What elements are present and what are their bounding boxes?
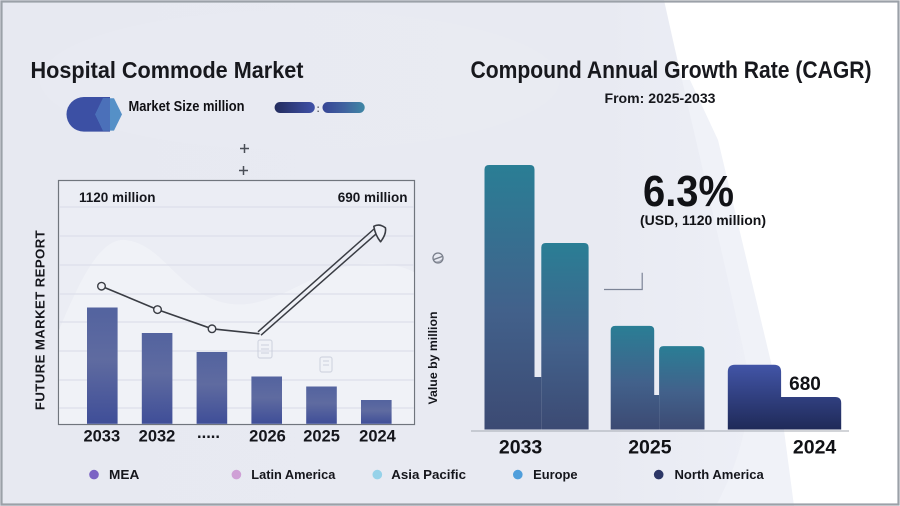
svg-text:(USD, 1120 million): (USD, 1120 million) xyxy=(640,212,766,228)
svg-text:6.3%: 6.3% xyxy=(643,167,734,216)
svg-text:2033: 2033 xyxy=(499,437,543,459)
svg-text:Value by million: Value by million xyxy=(426,312,440,405)
svg-text:2025: 2025 xyxy=(628,437,672,459)
svg-text:2026: 2026 xyxy=(249,428,286,446)
svg-text:FUTURE MARKET REPORT: FUTURE MARKET REPORT xyxy=(33,230,48,410)
svg-text:.....: ..... xyxy=(197,424,220,442)
svg-text:Market Size million: Market Size million xyxy=(129,99,245,115)
svg-text:From: 2025-2033: From: 2025-2033 xyxy=(605,90,716,106)
svg-text:690 million: 690 million xyxy=(338,190,408,205)
svg-text:Compound Annual Growth Rate (C: Compound Annual Growth Rate (CAGR) xyxy=(471,57,872,84)
svg-text:North America: North America xyxy=(675,468,765,482)
svg-text:2025: 2025 xyxy=(303,428,340,446)
svg-text:2033: 2033 xyxy=(83,428,120,446)
svg-text:1120 million: 1120 million xyxy=(79,190,156,205)
svg-text:Asia Pacific: Asia Pacific xyxy=(391,468,466,482)
svg-text:2024: 2024 xyxy=(793,437,837,459)
svg-text:Latin America: Latin America xyxy=(251,468,336,482)
svg-text:Europe: Europe xyxy=(533,468,577,482)
svg-text:2032: 2032 xyxy=(139,428,176,446)
svg-text:680: 680 xyxy=(789,374,821,395)
svg-text:Hospital Commode Market: Hospital Commode Market xyxy=(31,57,304,83)
svg-text::: : xyxy=(317,104,320,115)
svg-text:2024: 2024 xyxy=(359,428,397,446)
svg-text:MEA: MEA xyxy=(109,468,139,482)
